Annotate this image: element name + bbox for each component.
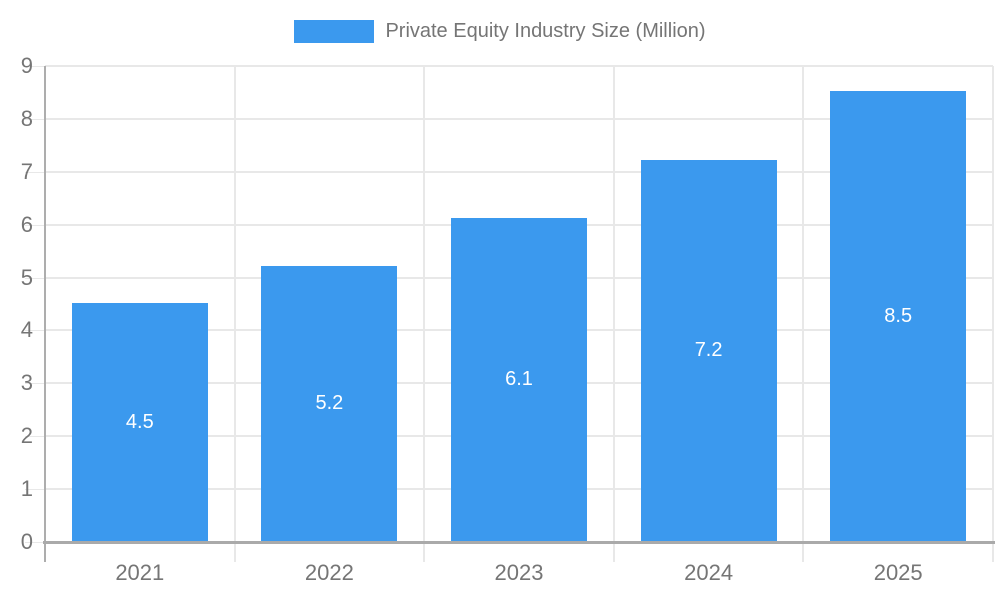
category-gridline	[423, 66, 426, 562]
y-axis-tick	[25, 171, 45, 173]
bar-value-label: 6.1	[505, 368, 533, 391]
y-axis-tick-label: 4	[20, 317, 33, 343]
bar-2023[interactable]: 6.1	[451, 218, 587, 541]
category-gridline	[233, 66, 236, 562]
y-gridline	[45, 170, 993, 173]
y-axis-tick-label: 7	[20, 158, 33, 184]
category-gridline	[992, 66, 994, 562]
y-axis-tick	[25, 118, 45, 120]
plot-area: 0 1 2 3 4 5 6 7 8 9 4.5 2021 5.2 2022 6.1 2023 7.2 2024 8.…	[21, 53, 995, 585]
y-axis-tick	[25, 383, 45, 385]
y-axis-tick	[25, 66, 45, 67]
bar-2024[interactable]: 7.2	[640, 160, 777, 541]
y-axis-tick-label: 8	[20, 105, 33, 131]
y-axis-tick-label: 9	[20, 53, 33, 78]
y-gridline	[45, 117, 993, 120]
x-axis-tick-label: 2023	[494, 560, 544, 585]
x-axis-tick-label: 2021	[115, 560, 165, 585]
y-axis-tick	[25, 489, 45, 491]
y-gridline	[45, 65, 993, 67]
legend-label: Private Equity Industry Size (Million)	[385, 20, 706, 42]
y-axis-tick	[25, 436, 45, 438]
bar-2021[interactable]: 4.5	[71, 303, 208, 541]
category-gridline	[802, 66, 805, 562]
y-axis-tick-label: 5	[20, 264, 33, 290]
x-axis-tick-label: 2024	[684, 560, 734, 585]
y-axis-tick-label: 6	[20, 211, 33, 237]
y-axis-tick	[25, 277, 45, 279]
y-axis-tick-label: 1	[20, 476, 33, 502]
x-axis-tick-label: 2025	[873, 560, 923, 585]
y-axis-tick	[25, 542, 45, 543]
y-axis-line	[44, 66, 46, 562]
bar-value-label: 5.2	[315, 391, 344, 414]
x-axis-tick-label: 2022	[304, 560, 354, 585]
bar-2022[interactable]: 5.2	[261, 265, 398, 541]
y-axis-tick-label: 3	[20, 370, 33, 396]
y-axis-tick	[25, 330, 45, 332]
bar-value-label: 8.5	[884, 304, 913, 327]
bar-2025[interactable]: 8.5	[830, 91, 967, 541]
legend-swatch	[294, 20, 375, 43]
category-gridline	[612, 66, 615, 562]
y-axis-tick	[25, 224, 45, 226]
bar-value-label: 7.2	[694, 339, 723, 362]
y-axis-tick-label: 0	[20, 529, 33, 554]
bar-value-label: 4.5	[125, 410, 154, 433]
x-axis-line	[43, 541, 995, 544]
y-axis-tick-label: 2	[20, 423, 33, 449]
chart-legend[interactable]: Private Equity Industry Size (Million)	[0, 20, 1000, 43]
